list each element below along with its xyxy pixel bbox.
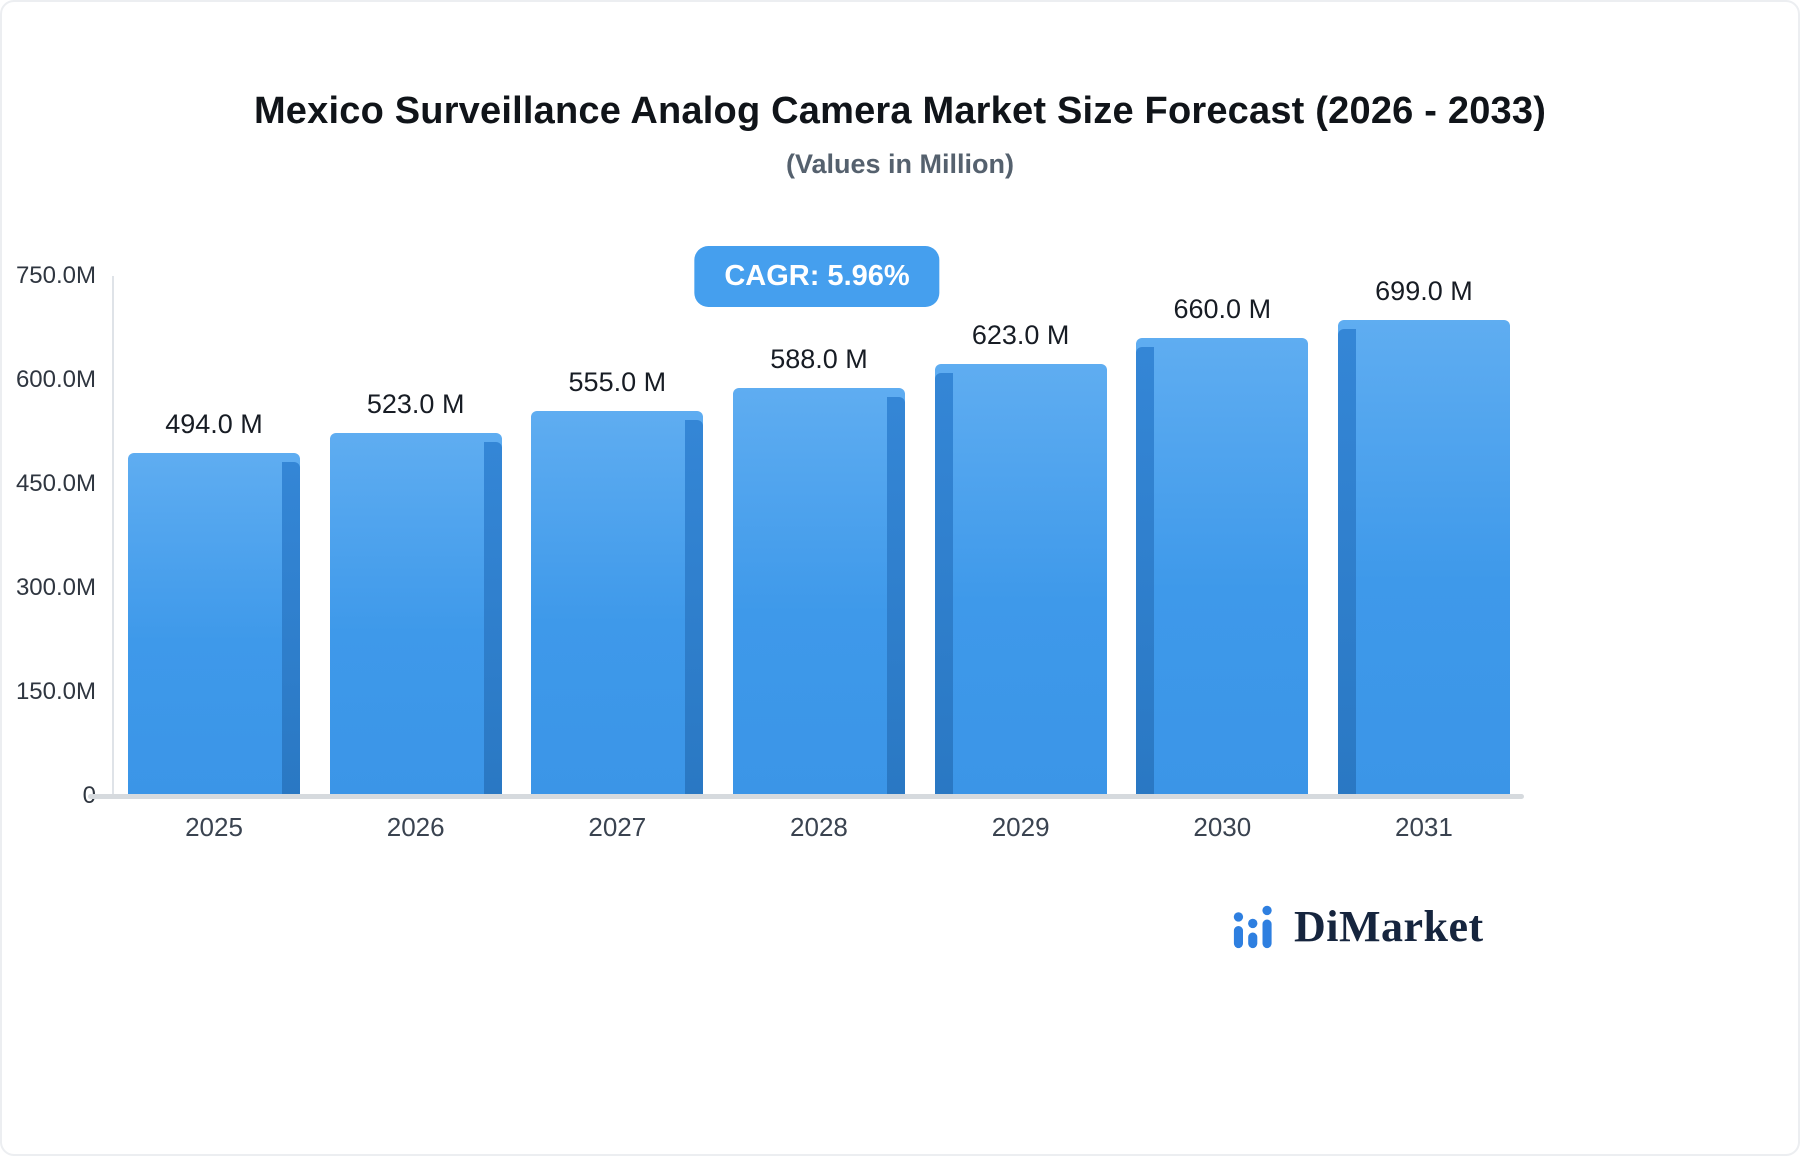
x-axis-label: 2025 bbox=[185, 812, 243, 842]
bar-3d-side bbox=[934, 373, 953, 796]
bar-3d-side bbox=[282, 462, 300, 796]
bars-container: 494.0 M 2025 523.0 M 2026 555.0 M 2027 588.0 M… bbox=[114, 276, 1524, 842]
bar-group: 523.0 M 2026 bbox=[329, 276, 502, 842]
cagr-badge-label: CAGR: 5.96% bbox=[724, 260, 910, 292]
chart-title: Mexico Surveillance Analog Camera Market… bbox=[253, 90, 1547, 132]
bar bbox=[1136, 338, 1309, 796]
bar bbox=[732, 388, 905, 796]
bar-value-label: 555.0 M bbox=[568, 367, 667, 397]
x-axis-label: 2030 bbox=[1193, 812, 1252, 842]
bar-3d-side bbox=[483, 442, 502, 796]
y-tick-label: 600.0M bbox=[15, 366, 96, 393]
bar-3d-side bbox=[1337, 329, 1356, 796]
bar-value-label: 660.0 M bbox=[1173, 294, 1272, 324]
bar-value-label: 588.0 M bbox=[770, 344, 868, 374]
bar-group: 555.0 M 2027 bbox=[531, 276, 704, 842]
logo-text: DiMarket bbox=[1294, 901, 1484, 951]
bar-group: 623.0 M 2029 bbox=[934, 276, 1107, 842]
x-axis-label: 2027 bbox=[588, 812, 647, 842]
bar-value-label: 699.0 M bbox=[1375, 276, 1473, 306]
y-tick-label: 300.0M bbox=[15, 574, 96, 601]
bar-3d-side bbox=[1136, 347, 1155, 796]
plot-area: 494.0 M 2025 523.0 M 2026 555.0 M 2027 588.0 M… bbox=[16, 262, 1524, 842]
x-axis-label: 2031 bbox=[1395, 812, 1453, 842]
bar-group: 699.0 M 2031 bbox=[1337, 276, 1510, 842]
bar-3d-side bbox=[685, 420, 704, 796]
bar bbox=[1337, 320, 1510, 796]
dimarket-logo: DiMarket bbox=[1230, 900, 1484, 952]
bar bbox=[934, 364, 1107, 796]
bar-group: 660.0 M 2030 bbox=[1136, 276, 1309, 842]
x-axis-label: 2026 bbox=[386, 812, 445, 842]
bar bbox=[329, 433, 502, 796]
bar-group: 494.0 M 2025 bbox=[128, 276, 300, 842]
x-axis-label: 2028 bbox=[790, 812, 848, 842]
bar-value-label: 523.0 M bbox=[366, 389, 465, 419]
y-tick-label: 450.0M bbox=[15, 470, 96, 497]
y-tick-label: 750.0M bbox=[15, 262, 96, 289]
logo-bars-icon bbox=[1233, 905, 1272, 949]
bar-group: 588.0 M 2028 bbox=[732, 276, 905, 842]
bar-3d-side bbox=[886, 397, 905, 796]
x-axis-label: 2029 bbox=[991, 812, 1050, 842]
bar bbox=[128, 453, 300, 796]
y-tick-label: 0 bbox=[82, 782, 96, 809]
bar-value-label: 494.0 M bbox=[165, 409, 263, 439]
bar bbox=[531, 411, 704, 796]
y-tick-label: 150.0M bbox=[15, 678, 96, 705]
bar-chart: CAGR: 5.96% 494.0 M 2025 523.0 M 2026 555.0 … bbox=[2, 246, 1798, 936]
chart-header: Mexico Surveillance Analog Camera Market… bbox=[2, 2, 1798, 180]
cagr-badge: CAGR: 5.96% bbox=[694, 246, 940, 307]
chart-subtitle: (Values in Million) bbox=[785, 149, 1015, 179]
bar-value-label: 623.0 M bbox=[971, 320, 1070, 350]
